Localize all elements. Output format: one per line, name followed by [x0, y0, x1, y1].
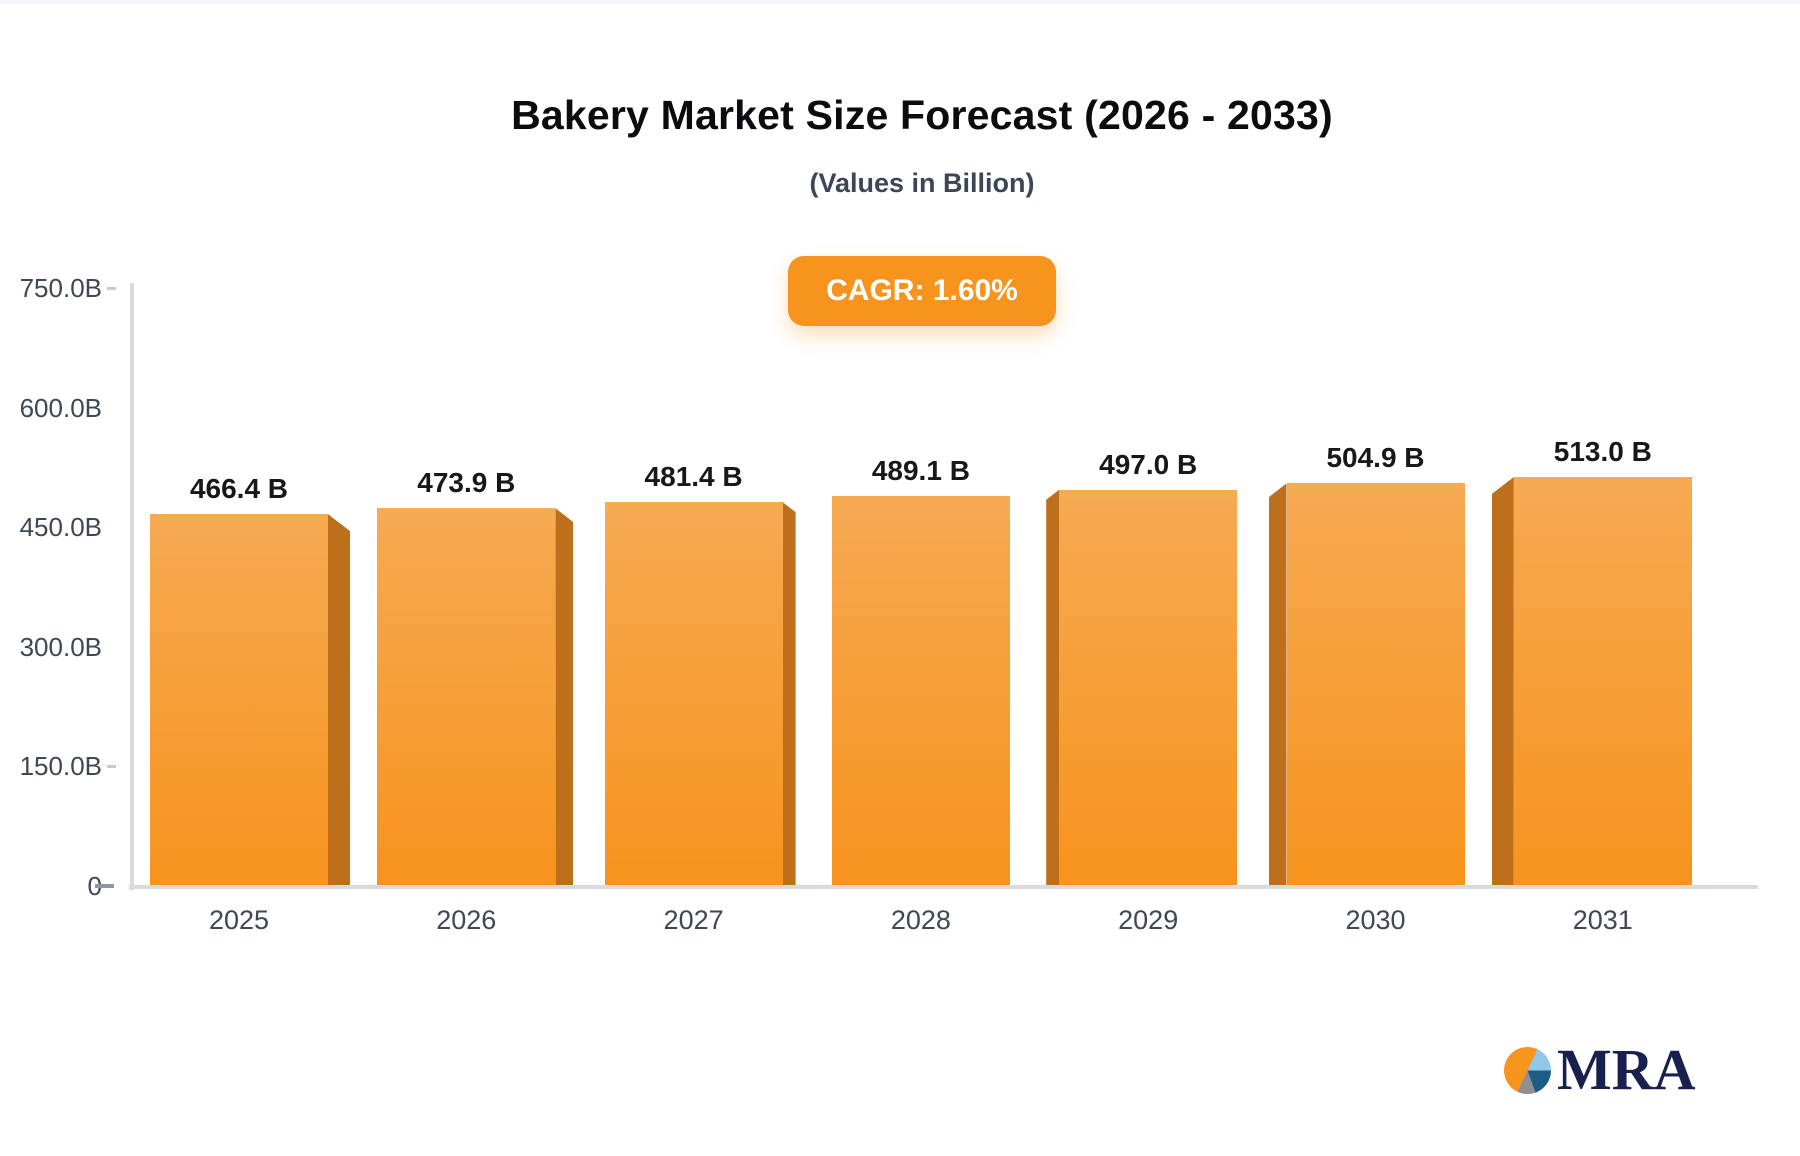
- bar-2028: [831, 496, 1010, 888]
- y-axis-label: 150.0B: [19, 751, 102, 782]
- x-axis-label: 2029: [1118, 905, 1179, 935]
- bar-2025: [150, 514, 328, 888]
- x-axis-label: 2031: [1572, 905, 1633, 935]
- bar-2026: [377, 508, 556, 888]
- y-axis-tick: [107, 287, 116, 290]
- chart-title: Bakery Market Size Forecast (2026 - 2033…: [511, 92, 1333, 138]
- bar-value-label: 466.4 B: [189, 473, 289, 505]
- x-axis-label: 2028: [890, 905, 951, 935]
- bar-2027: [604, 502, 783, 888]
- bar-side-face: [1268, 483, 1287, 888]
- bar-value-label: 481.4 B: [644, 461, 743, 493]
- pie-chart-logo-icon: [1504, 1046, 1551, 1094]
- bar-side-face: [782, 502, 796, 888]
- y-axis-label: 450.0B: [19, 512, 102, 543]
- bar-value-label: 504.9 B: [1326, 442, 1425, 474]
- y-axis-label: 750.0B: [19, 273, 102, 303]
- x-axis-label: 2026: [436, 905, 497, 935]
- bar-side-face: [555, 508, 574, 888]
- bar-2031: [1513, 476, 1692, 888]
- y-axis-label: 300.0B: [19, 631, 102, 662]
- x-axis-label: 2027: [663, 905, 724, 935]
- y-axis-tick-zero: [95, 884, 114, 888]
- y-axis-label: 600.0B: [19, 392, 102, 423]
- y-axis-line: [130, 283, 134, 890]
- bar-side-face: [1046, 489, 1060, 888]
- y-axis-tick: [107, 765, 116, 769]
- logo-text: MRA: [1557, 1037, 1696, 1102]
- bar-2029: [1059, 489, 1238, 888]
- chart-subtitle: (Values in Billion): [809, 168, 1035, 198]
- bar-2030: [1286, 483, 1465, 888]
- cagr-badge: CAGR: 1.60%: [788, 256, 1056, 326]
- bar-value-label: 497.0 B: [1099, 448, 1198, 480]
- x-axis-label: 2030: [1345, 905, 1406, 935]
- bar-value-label: 513.0 B: [1553, 435, 1652, 467]
- mra-logo: MRA: [1504, 1040, 1696, 1100]
- bar-side-face: [1491, 476, 1514, 888]
- bar-value-label: 489.1 B: [871, 455, 970, 487]
- bar-side-face: [328, 514, 350, 888]
- bar-value-label: 473.9 B: [417, 467, 516, 499]
- page-top-edge: [0, 0, 1800, 4]
- y-axis-label: 0: [0, 870, 102, 902]
- x-axis-line: [129, 885, 1758, 889]
- x-axis-label: 2025: [208, 905, 270, 935]
